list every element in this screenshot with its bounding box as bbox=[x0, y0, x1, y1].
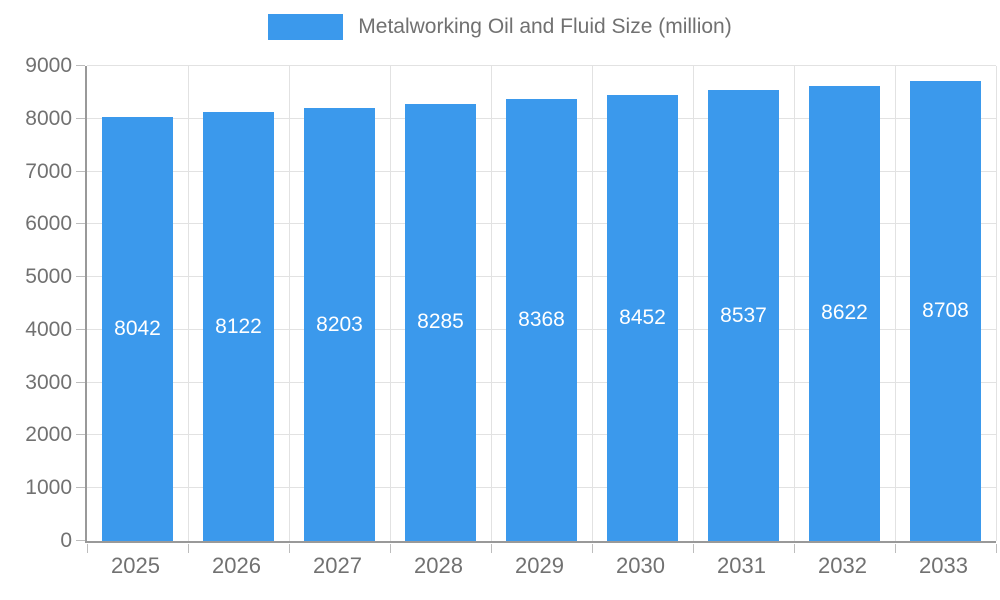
y-tick-label: 8000 bbox=[25, 106, 72, 130]
bar-column: 8708 bbox=[895, 66, 996, 541]
bar-value-label: 8203 bbox=[316, 312, 363, 336]
bar-value-label: 8452 bbox=[619, 305, 666, 329]
x-tick-label: 2031 bbox=[717, 553, 766, 578]
bar: 8452 bbox=[607, 94, 678, 541]
bar-column: 8622 bbox=[794, 66, 895, 541]
y-tick-label: 9000 bbox=[25, 54, 72, 77]
y-axis-tick bbox=[76, 381, 85, 383]
y-axis-tick bbox=[76, 540, 85, 541]
y-axis: 0 1000 2000 3000 4000 5000 6000 7000 8000 9000 bbox=[0, 54, 72, 552]
gridline-vertical bbox=[895, 66, 896, 541]
x-axis-tick bbox=[491, 544, 492, 553]
x-axis-tick bbox=[87, 544, 88, 553]
x-axis-tick bbox=[692, 544, 694, 553]
bar: 8285 bbox=[405, 103, 476, 541]
x-tick-label: 2032 bbox=[818, 553, 867, 578]
y-tick-label: 4000 bbox=[25, 317, 72, 341]
bar: 8042 bbox=[102, 116, 173, 541]
gridline-vertical bbox=[389, 66, 391, 541]
y-tick-label: 5000 bbox=[25, 265, 72, 289]
legend[interactable]: Metalworking Oil and Fluid Size (million… bbox=[0, 14, 1000, 40]
bar-value-label: 8285 bbox=[417, 310, 464, 334]
x-tick-label: 2026 bbox=[212, 553, 261, 578]
gridline-horizontal bbox=[87, 65, 996, 66]
y-tick-label: 3000 bbox=[25, 370, 72, 394]
bar: 8203 bbox=[304, 108, 375, 541]
y-tick-label: 2000 bbox=[25, 423, 72, 447]
y-axis-tick bbox=[76, 117, 85, 119]
gridline-vertical bbox=[289, 66, 290, 541]
bar: 8368 bbox=[506, 99, 577, 541]
y-tick-label: 6000 bbox=[25, 212, 72, 236]
bar-column: 8452 bbox=[592, 66, 693, 541]
bar: 8537 bbox=[708, 90, 779, 541]
bar: 8708 bbox=[910, 81, 981, 541]
x-axis-tick bbox=[592, 544, 593, 553]
x-axis-tick bbox=[389, 544, 391, 553]
bar-value-label: 8368 bbox=[518, 308, 565, 332]
plot-area: 8042 8122 8203 8285 8368 8452 8537 8622 8708 bbox=[76, 65, 997, 553]
bar-value-label: 8622 bbox=[821, 301, 868, 325]
x-axis-tick bbox=[895, 544, 896, 553]
y-axis-tick bbox=[76, 170, 85, 172]
x-tick-label: 2025 bbox=[111, 553, 160, 578]
y-axis-tick bbox=[76, 223, 85, 225]
x-tick-label: 2030 bbox=[616, 553, 665, 578]
x-axis: 2025 2026 2027 2028 2029 2030 2031 2032 2033 bbox=[85, 553, 994, 579]
bar-value-label: 8537 bbox=[720, 303, 767, 327]
bar-column: 8368 bbox=[491, 66, 592, 541]
legend-swatch bbox=[268, 14, 344, 40]
bar-column: 8203 bbox=[289, 66, 390, 541]
gridline-vertical bbox=[188, 66, 189, 541]
y-tick-label: 7000 bbox=[25, 159, 72, 183]
y-axis-tick bbox=[76, 328, 85, 330]
x-axis-tick bbox=[188, 544, 189, 553]
bar-value-label: 8122 bbox=[215, 314, 262, 338]
x-axis-tick bbox=[794, 544, 795, 553]
bar-column: 8285 bbox=[390, 66, 491, 541]
legend-label: Metalworking Oil and Fluid Size (million… bbox=[358, 15, 732, 38]
bar-column: 8042 bbox=[87, 66, 188, 541]
x-tick-label: 2033 bbox=[919, 553, 968, 578]
x-tick-label: 2028 bbox=[414, 553, 463, 578]
x-axis-tick bbox=[996, 544, 997, 553]
y-tick-label: 1000 bbox=[25, 476, 72, 500]
bar-value-label: 8708 bbox=[922, 299, 969, 323]
y-axis-tick bbox=[76, 276, 85, 278]
bars-container: 8042 8122 8203 8285 8368 8452 8537 8622 8708 bbox=[87, 66, 996, 541]
bar-column: 8122 bbox=[188, 66, 289, 541]
y-axis-tick bbox=[76, 434, 85, 436]
x-axis-tick bbox=[289, 544, 290, 553]
gridline-vertical bbox=[996, 66, 997, 541]
gridline-vertical bbox=[794, 66, 795, 541]
y-tick-label: 0 bbox=[60, 529, 72, 552]
x-tick-label: 2027 bbox=[313, 553, 362, 578]
gridline-vertical bbox=[592, 66, 593, 541]
gridline-vertical bbox=[692, 66, 694, 541]
y-axis-tick bbox=[76, 487, 85, 489]
bar-column: 8537 bbox=[693, 66, 794, 541]
bar: 8622 bbox=[809, 85, 880, 541]
bar-value-label: 8042 bbox=[114, 316, 161, 340]
bar: 8122 bbox=[203, 112, 274, 541]
y-axis-tick bbox=[76, 65, 85, 66]
gridline-vertical bbox=[491, 66, 492, 541]
x-tick-label: 2029 bbox=[515, 553, 564, 578]
